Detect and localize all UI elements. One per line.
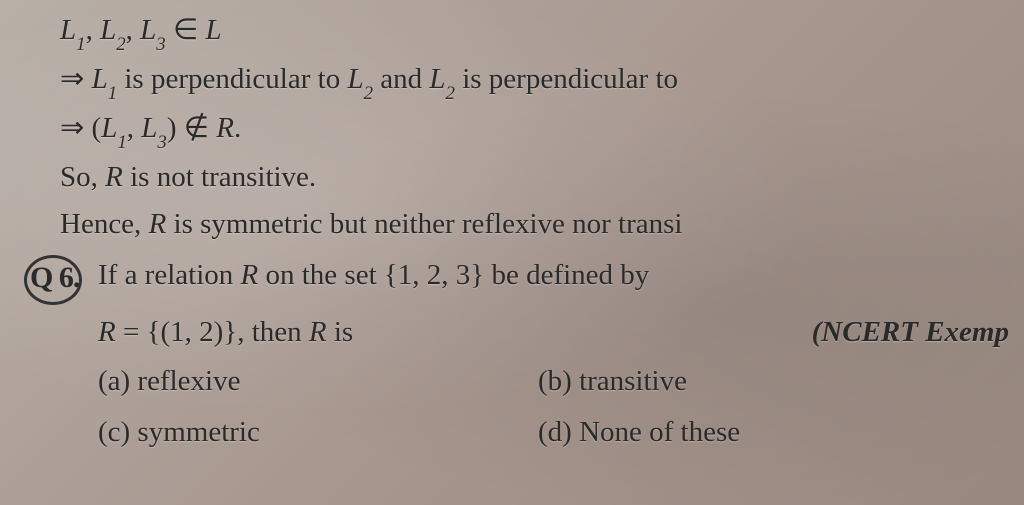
math-R: R [149,208,167,240]
question-number-badge: Q 6. [20,255,90,310]
math-R: R [98,316,116,348]
option-c: (c) symmetric [98,410,538,455]
math-L2: L2 [100,14,126,46]
math-L2b: L2 [429,63,455,95]
proof-line-5: Hence, R is symmetric but neither reflex… [20,202,1004,247]
option-b: (b) transitive [538,359,1004,404]
math-L1: L1 [92,63,118,95]
math-R: R [241,259,259,291]
question-line-2: R = {(1, 2)}, then R is (NCERT Exemp [20,310,1004,355]
math-R: R [309,316,327,348]
source-label: (NCERT Exemp [812,310,1009,355]
options-row-1: (a) reflexive (b) transitive [20,359,1004,406]
math-L1: L1 [101,112,127,144]
proof-line-3: ⇒ (L1, L3) ∉ R. [20,106,1004,153]
proof-line-4: So, R is not transitive. [20,155,1004,200]
math-L3: L3 [140,14,166,46]
math-L1: L1 [60,14,86,46]
math-R: R [216,112,234,144]
proof-line-2: ⇒ L1 is perpendicular to L2 and L2 is pe… [20,57,1004,104]
options-row-2: (c) symmetric (d) None of these [20,410,1004,457]
math-L3: L3 [141,112,167,144]
question-block: Q 6. If a relation R on the set {1, 2, 3… [20,253,1004,310]
option-d: (d) None of these [538,410,1004,455]
question-line-1: If a relation R on the set {1, 2, 3} be … [98,253,1004,298]
proof-line-1: L1, L2, L3 ∈ L [20,8,1004,55]
math-R: R [105,161,123,193]
option-a: (a) reflexive [98,359,538,404]
math-L2: L2 [347,63,373,95]
badge-text: Q 6. [30,261,79,295]
math-L: L [205,14,221,46]
